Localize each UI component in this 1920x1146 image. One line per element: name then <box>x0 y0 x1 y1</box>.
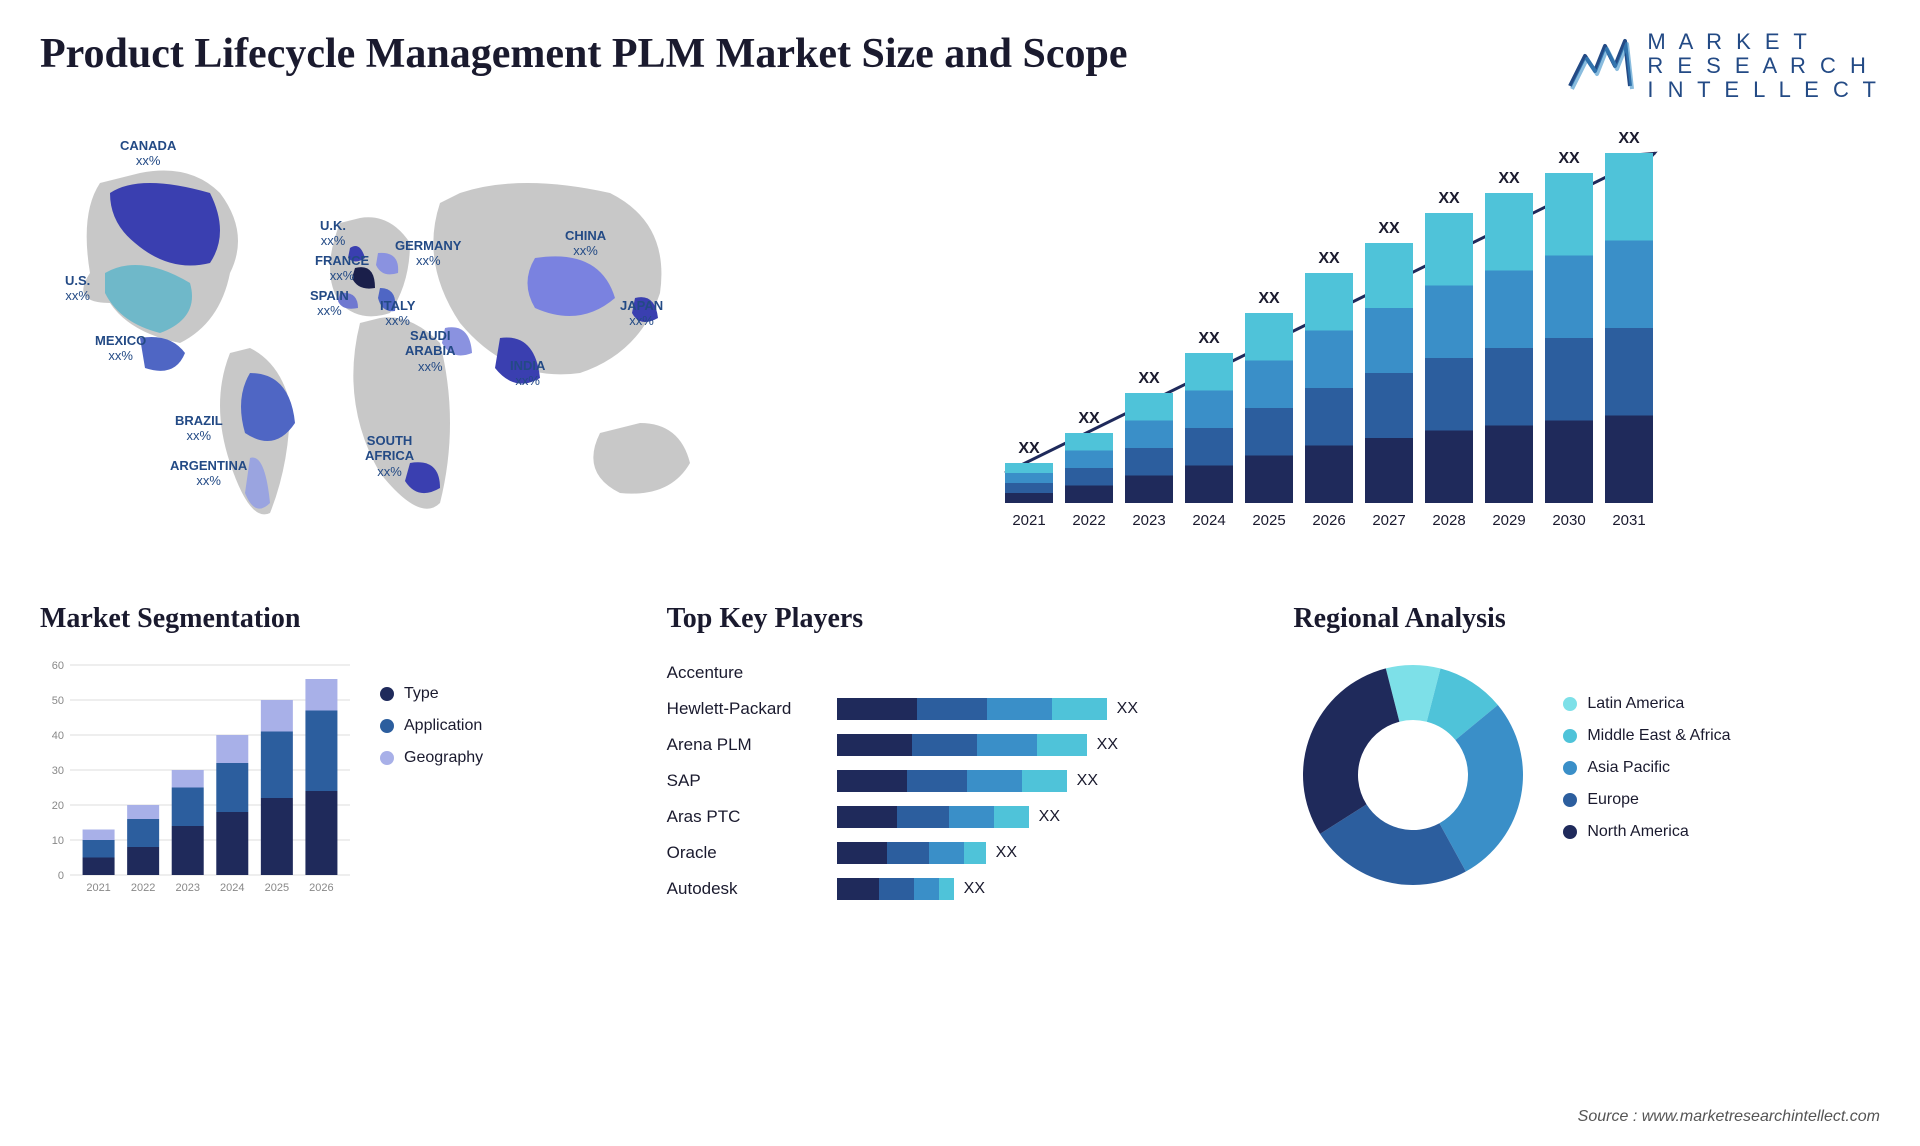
svg-text:XX: XX <box>1498 170 1520 187</box>
svg-text:XX: XX <box>1258 290 1280 307</box>
svg-text:2025: 2025 <box>1252 512 1285 529</box>
player-bar-row: XX <box>837 727 1254 763</box>
map-label: CANADAxx% <box>120 138 176 169</box>
legend-item: Middle East & Africa <box>1563 727 1730 745</box>
player-label: SAP <box>667 763 817 799</box>
map-label: SAUDIARABIAxx% <box>405 328 456 375</box>
legend-item: Latin America <box>1563 695 1730 713</box>
growth-bar-chart: XX 2021 XX 2022 XX 2023 XX 2024 XX 2025 XX 2026 XX 20… <box>975 123 1695 543</box>
player-label: Hewlett-Packard <box>667 691 817 727</box>
svg-text:2021: 2021 <box>1012 512 1045 529</box>
legend-item: Application <box>380 717 483 735</box>
logo: M A R K E T R E S E A R C H I N T E L L … <box>1565 30 1880 103</box>
svg-text:XX: XX <box>1558 150 1580 167</box>
growth-chart-panel: XX 2021 XX 2022 XX 2023 XX 2024 XX 2025 XX 2026 XX 20… <box>975 123 1880 563</box>
svg-text:0: 0 <box>58 870 64 882</box>
logo-line3: I N T E L L E C T <box>1647 78 1880 102</box>
player-bar-row: XX <box>837 835 1254 871</box>
legend-item: North America <box>1563 823 1730 841</box>
segmentation-legend: Type Application Geography <box>380 655 483 895</box>
svg-text:2030: 2030 <box>1552 512 1585 529</box>
regional-title: Regional Analysis <box>1293 603 1880 635</box>
svg-text:2027: 2027 <box>1372 512 1405 529</box>
svg-text:60: 60 <box>52 660 64 672</box>
map-label: GERMANYxx% <box>395 238 461 269</box>
svg-text:2024: 2024 <box>220 882 244 894</box>
svg-text:2029: 2029 <box>1492 512 1525 529</box>
svg-text:2024: 2024 <box>1192 512 1225 529</box>
svg-text:2025: 2025 <box>265 882 289 894</box>
svg-text:XX: XX <box>1378 220 1400 237</box>
svg-text:40: 40 <box>52 730 64 742</box>
svg-text:2026: 2026 <box>1312 512 1345 529</box>
players-labels: AccentureHewlett-PackardArena PLMSAPAras… <box>667 655 817 907</box>
player-label: Oracle <box>667 835 817 871</box>
page-title: Product Lifecycle Management PLM Market … <box>40 30 1128 78</box>
logo-line1: M A R K E T <box>1647 30 1880 54</box>
player-label: Arena PLM <box>667 727 817 763</box>
player-bar-row: XX <box>837 691 1254 727</box>
player-label: Aras PTC <box>667 799 817 835</box>
logo-icon <box>1565 36 1635 96</box>
map-label: U.S.xx% <box>65 273 90 304</box>
logo-line2: R E S E A R C H <box>1647 54 1880 78</box>
svg-text:2026: 2026 <box>309 882 333 894</box>
player-label: Accenture <box>667 655 817 691</box>
svg-text:2028: 2028 <box>1432 512 1465 529</box>
map-label: FRANCExx% <box>315 253 369 284</box>
map-label: INDIAxx% <box>510 358 545 389</box>
player-bar-row: XX <box>837 871 1254 907</box>
svg-text:XX: XX <box>1078 410 1100 427</box>
svg-text:2022: 2022 <box>1072 512 1105 529</box>
svg-text:2022: 2022 <box>131 882 155 894</box>
map-label: MEXICOxx% <box>95 333 146 364</box>
segmentation-panel: Market Segmentation 0 10 20 30 40 50 60 2021 202… <box>40 603 627 923</box>
map-label: BRAZILxx% <box>175 413 223 444</box>
player-bar-row: XX <box>837 763 1254 799</box>
svg-text:XX: XX <box>1618 130 1640 147</box>
svg-text:XX: XX <box>1198 330 1220 347</box>
map-label: ARGENTINAxx% <box>170 458 247 489</box>
map-label: SPAINxx% <box>310 288 349 319</box>
svg-text:2021: 2021 <box>86 882 110 894</box>
map-label: CHINAxx% <box>565 228 606 259</box>
map-label: ITALYxx% <box>380 298 415 329</box>
world-map-panel: CANADAxx% U.S.xx% MEXICOxx% BRAZILxx% ARGENT… <box>40 123 945 563</box>
players-bars: XXXXXXXXXXXX <box>837 655 1254 907</box>
svg-text:2023: 2023 <box>175 882 199 894</box>
legend-item: Type <box>380 685 483 703</box>
svg-text:XX: XX <box>1138 370 1160 387</box>
map-label: SOUTHAFRICAxx% <box>365 433 414 480</box>
svg-text:30: 30 <box>52 765 64 777</box>
svg-text:XX: XX <box>1318 250 1340 267</box>
svg-text:XX: XX <box>1018 440 1040 457</box>
legend-item: Geography <box>380 749 483 767</box>
legend-item: Asia Pacific <box>1563 759 1730 777</box>
regional-legend: Latin America Middle East & Africa Asia Pa… <box>1563 695 1730 855</box>
map-label: JAPANxx% <box>620 298 663 329</box>
map-label: U.K.xx% <box>320 218 346 249</box>
svg-text:50: 50 <box>52 695 64 707</box>
svg-text:2023: 2023 <box>1132 512 1165 529</box>
legend-item: Europe <box>1563 791 1730 809</box>
player-bar-row: XX <box>837 799 1254 835</box>
segmentation-chart: 0 10 20 30 40 50 60 2021 2022 2023 2024 2025 2026 <box>40 655 360 895</box>
svg-text:2031: 2031 <box>1612 512 1645 529</box>
regional-donut <box>1293 655 1533 895</box>
player-label: Autodesk <box>667 871 817 907</box>
segmentation-title: Market Segmentation <box>40 603 627 635</box>
player-bar-row <box>837 655 1254 691</box>
svg-text:XX: XX <box>1438 190 1460 207</box>
players-panel: Top Key Players AccentureHewlett-Packard… <box>667 603 1254 923</box>
regional-panel: Regional Analysis Latin America Middle Ea… <box>1293 603 1880 923</box>
players-title: Top Key Players <box>667 603 1254 635</box>
svg-text:10: 10 <box>52 835 64 847</box>
svg-text:20: 20 <box>52 800 64 812</box>
source-text: Source : www.marketresearchintellect.com <box>1578 1108 1880 1126</box>
